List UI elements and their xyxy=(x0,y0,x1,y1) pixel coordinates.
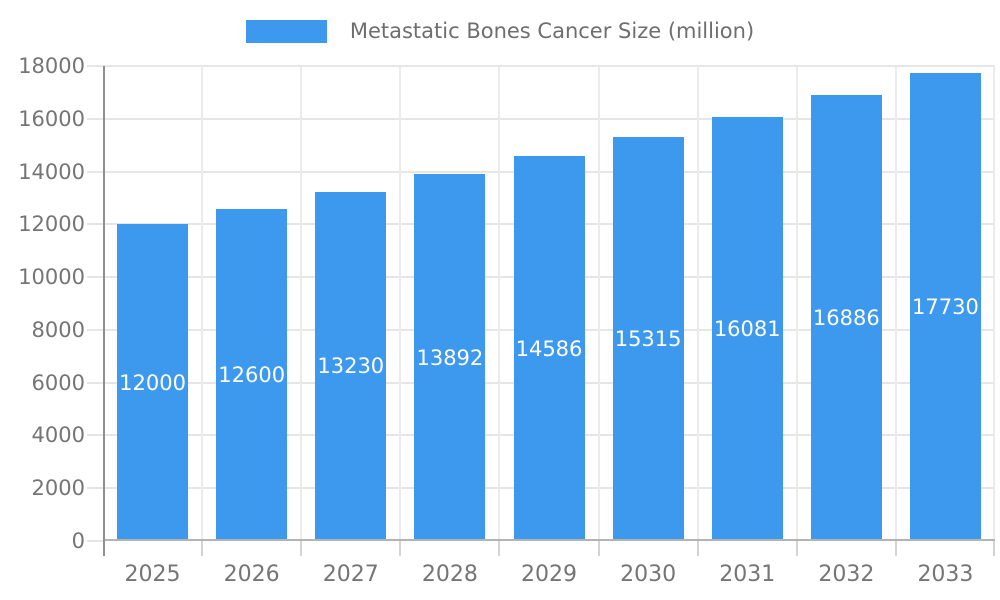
x-axis-labels: 2025 2026 2027 2028 2029 2030 2031 2032 2033 xyxy=(103,541,995,591)
bar-value-label: 16081 xyxy=(713,316,781,341)
y-tick xyxy=(87,487,103,490)
x-tick-label: 2025 xyxy=(124,562,181,587)
x-tick-label: 2032 xyxy=(818,562,875,587)
chart-legend[interactable]: Metastatic Bones Cancer Size (million) xyxy=(0,19,1000,43)
gridline xyxy=(399,66,401,541)
y-tick xyxy=(87,170,103,173)
y-tick xyxy=(87,328,103,331)
bar-value-label: 13230 xyxy=(317,354,385,379)
gridline xyxy=(796,66,798,541)
x-tick-label: 2028 xyxy=(421,562,478,587)
y-tick-label: 18000 xyxy=(18,54,85,78)
y-tick xyxy=(87,381,103,384)
bar-value-label: 14586 xyxy=(515,336,583,361)
bar-value-label: 16886 xyxy=(812,306,880,331)
y-tick xyxy=(87,540,103,542)
bar-2032[interactable] xyxy=(810,95,882,541)
y-tick-label: 12000 xyxy=(18,212,85,237)
x-tick-label: 2027 xyxy=(322,562,379,587)
gridline xyxy=(895,66,897,541)
y-tick-label: 8000 xyxy=(31,317,85,342)
bar-value-label: 15315 xyxy=(614,326,682,351)
y-tick-label: 2000 xyxy=(31,476,85,501)
bar-value-label: 17730 xyxy=(912,295,979,320)
gridline xyxy=(697,66,699,541)
x-tick xyxy=(201,541,203,556)
x-tick-label: 2031 xyxy=(719,562,776,587)
y-tick-label: 10000 xyxy=(18,265,85,290)
bar-2030[interactable] xyxy=(612,136,684,541)
x-tick xyxy=(993,541,995,556)
x-tick xyxy=(895,541,897,556)
bar-2025[interactable] xyxy=(117,224,189,541)
bar-2033[interactable] xyxy=(909,73,981,541)
x-tick-label: 2033 xyxy=(917,562,974,587)
gridline xyxy=(103,65,995,67)
y-tick-label: 0 xyxy=(71,529,85,553)
x-tick xyxy=(498,541,500,556)
y-tick xyxy=(87,276,103,279)
y-axis-labels: 0 2000 4000 6000 8000 10000 12000 14000 16000 180… xyxy=(0,54,87,553)
x-tick-label: 2030 xyxy=(620,562,677,587)
bar-2027[interactable] xyxy=(315,191,387,541)
x-axis-line xyxy=(103,539,995,541)
bar-value-label: 13892 xyxy=(416,345,484,370)
y-tick-label: 14000 xyxy=(18,159,85,184)
x-tick xyxy=(399,541,401,556)
bar-2029[interactable] xyxy=(513,156,585,541)
bar-value-label: 12600 xyxy=(218,362,286,387)
y-tick-label: 4000 xyxy=(31,423,85,448)
bar-2028[interactable] xyxy=(414,174,486,541)
x-tick-label: 2029 xyxy=(521,562,577,587)
x-tick xyxy=(796,541,798,556)
y-axis-line xyxy=(103,66,105,556)
legend-swatch-icon xyxy=(245,19,327,43)
bar-2031[interactable] xyxy=(711,116,783,541)
gridline xyxy=(201,66,203,541)
x-tick xyxy=(697,541,699,556)
x-tick-label: 2026 xyxy=(223,562,280,587)
gridline xyxy=(498,66,500,541)
bar-2026[interactable] xyxy=(216,208,288,541)
y-tick xyxy=(87,223,103,226)
y-tick xyxy=(87,65,103,67)
gridline xyxy=(993,66,995,541)
gridline xyxy=(300,66,302,541)
legend-label: Metastatic Bones Cancer Size (million) xyxy=(349,19,755,43)
gridline xyxy=(103,117,995,120)
x-tick xyxy=(300,541,302,556)
plot-area: 12000 12600 13230 13892 14586 15315 16081 16886… xyxy=(87,65,995,556)
x-tick xyxy=(598,541,600,556)
y-tick xyxy=(87,434,103,437)
y-tick-label: 6000 xyxy=(31,370,85,395)
gridline xyxy=(598,66,600,541)
y-tick-label: 16000 xyxy=(18,106,85,131)
y-tick xyxy=(87,117,103,120)
bar-value-label: 12000 xyxy=(119,370,186,395)
